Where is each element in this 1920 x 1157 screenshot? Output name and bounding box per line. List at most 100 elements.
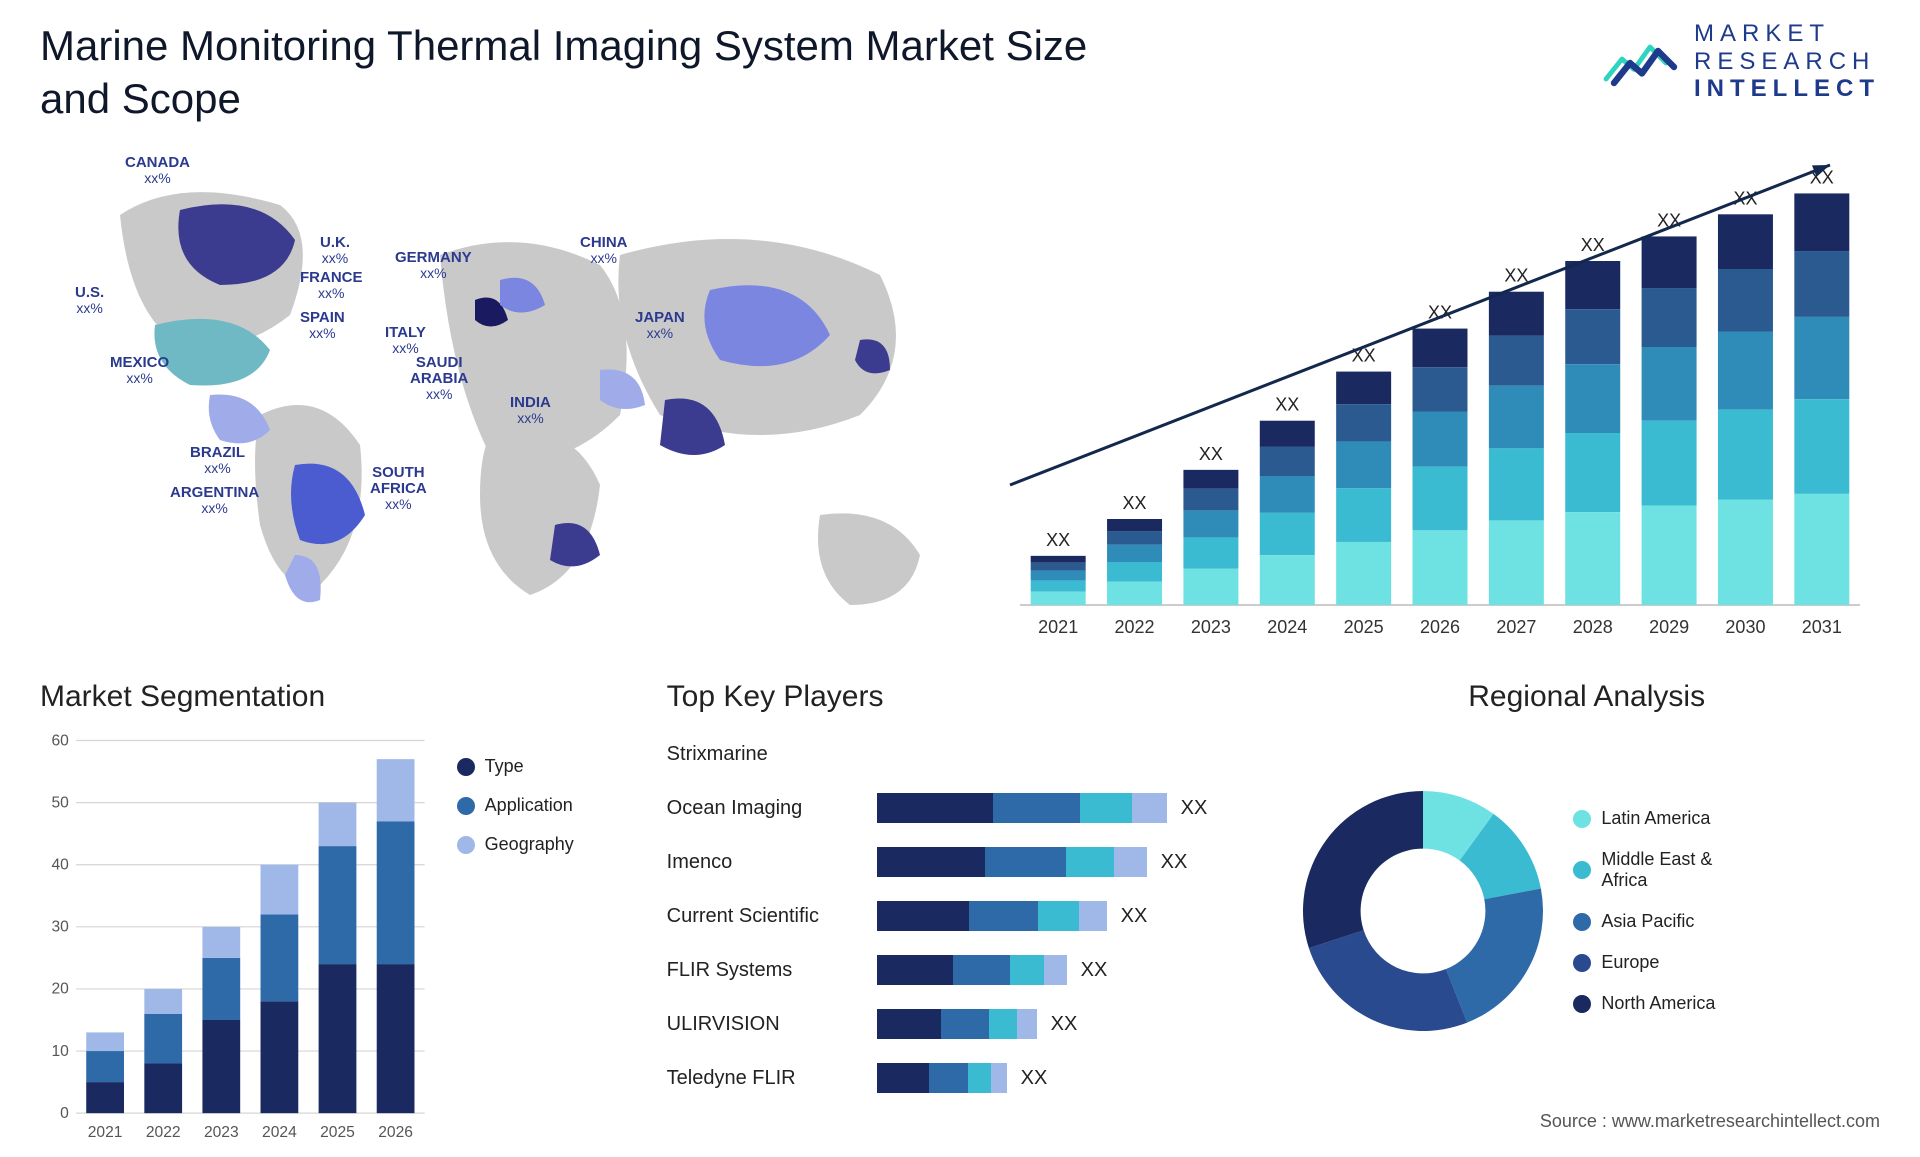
growth-chart: XX2021XX2022XX2023XX2024XX2025XX2026XX20… xyxy=(1000,155,1880,645)
player-value: XX xyxy=(1181,797,1208,820)
svg-text:2021: 2021 xyxy=(88,1124,123,1141)
segmentation-panel: Market Segmentation 01020304050602021202… xyxy=(40,680,627,1096)
players-title: Top Key Players xyxy=(667,680,1254,714)
player-name: FLIR Systems xyxy=(667,959,857,982)
legend-item: Europe xyxy=(1573,952,1715,973)
svg-text:XX: XX xyxy=(1581,235,1605,255)
player-name: Teledyne FLIR xyxy=(667,1067,857,1090)
logo-line1: MARKET xyxy=(1694,20,1880,48)
regional-panel: Regional Analysis Latin America Middle Ea… xyxy=(1293,680,1880,1096)
player-value: XX xyxy=(1081,959,1108,982)
segmentation-svg: 0102030405060202120222023202420252026 xyxy=(40,726,437,1152)
map-label: U.S.xx% xyxy=(75,285,104,315)
svg-text:2028: 2028 xyxy=(1573,617,1613,637)
svg-text:2026: 2026 xyxy=(1420,617,1460,637)
regional-legend: Latin America Middle East &Africa Asia Pac… xyxy=(1573,808,1715,1014)
svg-text:2025: 2025 xyxy=(320,1124,355,1141)
svg-text:0: 0 xyxy=(60,1105,69,1122)
player-value: XX xyxy=(1161,851,1188,874)
player-name: Imenco xyxy=(667,851,857,874)
svg-text:40: 40 xyxy=(51,857,69,874)
donut-svg xyxy=(1293,781,1553,1041)
player-bar: XX xyxy=(877,1063,1254,1093)
header: Marine Monitoring Thermal Imaging System… xyxy=(40,20,1880,125)
page-title: Marine Monitoring Thermal Imaging System… xyxy=(40,20,1090,125)
player-row: Ocean Imaging XX xyxy=(667,788,1254,828)
map-label: ITALYxx% xyxy=(385,325,426,355)
lower-row: Market Segmentation 01020304050602021202… xyxy=(40,680,1880,1096)
map-label: INDIAxx% xyxy=(510,395,551,425)
svg-text:2025: 2025 xyxy=(1344,617,1384,637)
legend-item: Asia Pacific xyxy=(1573,911,1715,932)
segmentation-title: Market Segmentation xyxy=(40,680,627,714)
players-body: Strixmarine Ocean Imaging XX Imenco XX Curren… xyxy=(667,726,1254,1098)
map-label: GERMANYxx% xyxy=(395,250,472,280)
upper-row: CANADAxx%U.S.xx%MEXICOxx%BRAZILxx%ARGENT… xyxy=(40,155,1880,645)
player-value: XX xyxy=(1021,1067,1048,1090)
map-label: FRANCExx% xyxy=(300,270,363,300)
legend-item: Latin America xyxy=(1573,808,1715,829)
svg-text:2029: 2029 xyxy=(1649,617,1689,637)
logo-mark-icon xyxy=(1602,29,1682,94)
legend-item: Middle East &Africa xyxy=(1573,849,1715,891)
world-map: CANADAxx%U.S.xx%MEXICOxx%BRAZILxx%ARGENT… xyxy=(40,155,980,645)
legend-item: North America xyxy=(1573,993,1715,1014)
player-name: Strixmarine xyxy=(667,743,857,766)
player-name: ULIRVISION xyxy=(667,1013,857,1036)
player-row: Imenco XX xyxy=(667,842,1254,882)
map-label: SOUTHAFRICAxx% xyxy=(370,465,427,511)
player-bar: XX xyxy=(877,955,1254,985)
regional-donut xyxy=(1293,781,1553,1041)
brand-logo: MARKET RESEARCH INTELLECT xyxy=(1602,20,1880,103)
svg-text:60: 60 xyxy=(51,732,69,749)
map-label: SPAINxx% xyxy=(300,310,345,340)
source-attribution: Source : www.marketresearchintellect.com xyxy=(1540,1111,1880,1132)
player-bar: XX xyxy=(877,1009,1254,1039)
svg-text:2023: 2023 xyxy=(204,1124,239,1141)
svg-text:2026: 2026 xyxy=(378,1124,413,1141)
logo-line3: INTELLECT xyxy=(1694,75,1880,103)
map-label: JAPANxx% xyxy=(635,310,685,340)
regional-title: Regional Analysis xyxy=(1293,680,1880,714)
map-label: SAUDIARABIAxx% xyxy=(410,355,468,401)
player-row: ULIRVISION XX xyxy=(667,1004,1254,1044)
svg-text:2022: 2022 xyxy=(1115,617,1155,637)
logo-line2: RESEARCH xyxy=(1694,48,1880,76)
svg-text:XX: XX xyxy=(1046,530,1070,550)
legend-item: Geography xyxy=(457,834,627,855)
svg-text:XX: XX xyxy=(1275,395,1299,415)
player-value: XX xyxy=(1121,905,1148,928)
map-label: MEXICOxx% xyxy=(110,355,169,385)
svg-text:2023: 2023 xyxy=(1191,617,1231,637)
svg-text:2031: 2031 xyxy=(1802,617,1842,637)
map-label: CHINAxx% xyxy=(580,235,628,265)
svg-text:2024: 2024 xyxy=(1267,617,1307,637)
legend-item: Type xyxy=(457,756,627,777)
regional-body: Latin America Middle East &Africa Asia Pac… xyxy=(1293,726,1880,1096)
player-row: Strixmarine xyxy=(667,734,1254,774)
map-label: CANADAxx% xyxy=(125,155,190,185)
svg-text:10: 10 xyxy=(51,1043,69,1060)
player-bar: XX xyxy=(877,901,1254,931)
logo-text: MARKET RESEARCH INTELLECT xyxy=(1694,20,1880,103)
segmentation-body: 0102030405060202120222023202420252026 Ty… xyxy=(40,726,627,1152)
svg-text:2024: 2024 xyxy=(262,1124,297,1141)
player-bar: XX xyxy=(877,793,1254,823)
svg-text:XX: XX xyxy=(1123,493,1147,513)
svg-text:30: 30 xyxy=(51,919,69,936)
player-row: FLIR Systems XX xyxy=(667,950,1254,990)
player-value: XX xyxy=(1051,1013,1078,1036)
svg-text:2022: 2022 xyxy=(146,1124,181,1141)
svg-text:2030: 2030 xyxy=(1725,617,1765,637)
segmentation-legend: Type Application Geography xyxy=(457,726,627,1152)
players-panel: Top Key Players Strixmarine Ocean Imaging… xyxy=(667,680,1254,1096)
segmentation-chart: 0102030405060202120222023202420252026 xyxy=(40,726,437,1152)
svg-text:XX: XX xyxy=(1199,444,1223,464)
player-name: Current Scientific xyxy=(667,905,857,928)
player-bar: XX xyxy=(877,847,1254,877)
player-name: Ocean Imaging xyxy=(667,797,857,820)
svg-text:2027: 2027 xyxy=(1496,617,1536,637)
growth-chart-svg: XX2021XX2022XX2023XX2024XX2025XX2026XX20… xyxy=(1000,155,1880,645)
legend-item: Application xyxy=(457,795,627,816)
map-label: ARGENTINAxx% xyxy=(170,485,259,515)
